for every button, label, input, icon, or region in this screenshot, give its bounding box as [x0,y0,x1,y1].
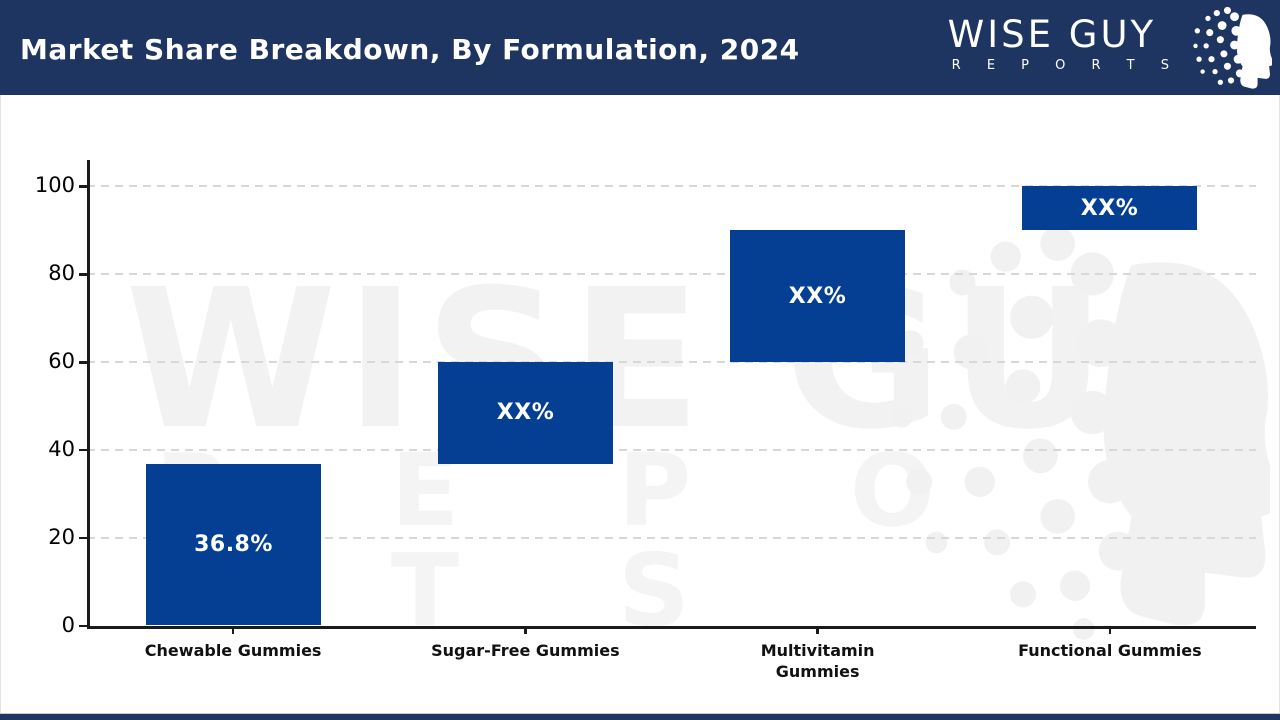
face-dots-icon [1190,6,1275,96]
bar-segment: XX% [1022,186,1197,231]
wiseguy-logo: WISE GUY R E P O R T S [947,13,1180,74]
report-header: Market Share Breakdown, By Formulation, … [0,0,1280,95]
bar-value-label: XX% [788,283,847,309]
y-axis-tick [79,448,87,452]
y-axis-tick [79,536,87,540]
x-axis-line [87,625,1256,629]
bar-segment: XX% [730,230,905,362]
footer-bar [0,713,1280,720]
bar-value-label: 36.8% [194,532,273,558]
x-axis-tick [1108,625,1112,634]
y-axis-tick [79,361,87,364]
wiseguy-wordmark: WISE GUY [947,13,1157,56]
x-axis-category-label: Sugar-Free Gummies [431,640,620,660]
y-axis-tick-label: 20 [48,524,75,549]
y-axis-tick [79,273,87,276]
y-gridline [87,185,1256,188]
y-axis-tick-label: 60 [48,349,75,373]
bar-value-label: XX% [496,400,555,426]
y-gridline [87,448,1256,451]
bar-segment: XX% [438,362,613,464]
x-axis-tick [816,625,819,634]
x-axis-tick [231,625,235,634]
bar-value-label: XX% [1080,195,1139,221]
y-axis-tick [79,624,87,627]
y-axis-line [87,160,90,628]
y-gridline [87,536,1256,539]
y-gridline [87,273,1256,276]
x-axis-category-label: Chewable Gummies [144,640,322,660]
x-axis-tick [524,625,527,634]
y-axis-tick-label: 0 [61,612,75,637]
bar-segment: 36.8% [146,463,321,626]
wiseguy-reports-text: R E P O R T S [951,58,1180,73]
y-axis-tick-label: 40 [48,436,75,461]
y-gridline [87,361,1256,363]
y-axis-tick [79,185,87,188]
x-axis-category-label: Functional Gummies [1018,640,1202,660]
y-axis-tick-label: 80 [48,261,75,286]
chart-title: Market Share Breakdown, By Formulation, … [20,33,800,66]
y-axis-tick-label: 100 [34,173,75,198]
x-axis-category-label: Multivitamin Gummies [760,640,875,681]
